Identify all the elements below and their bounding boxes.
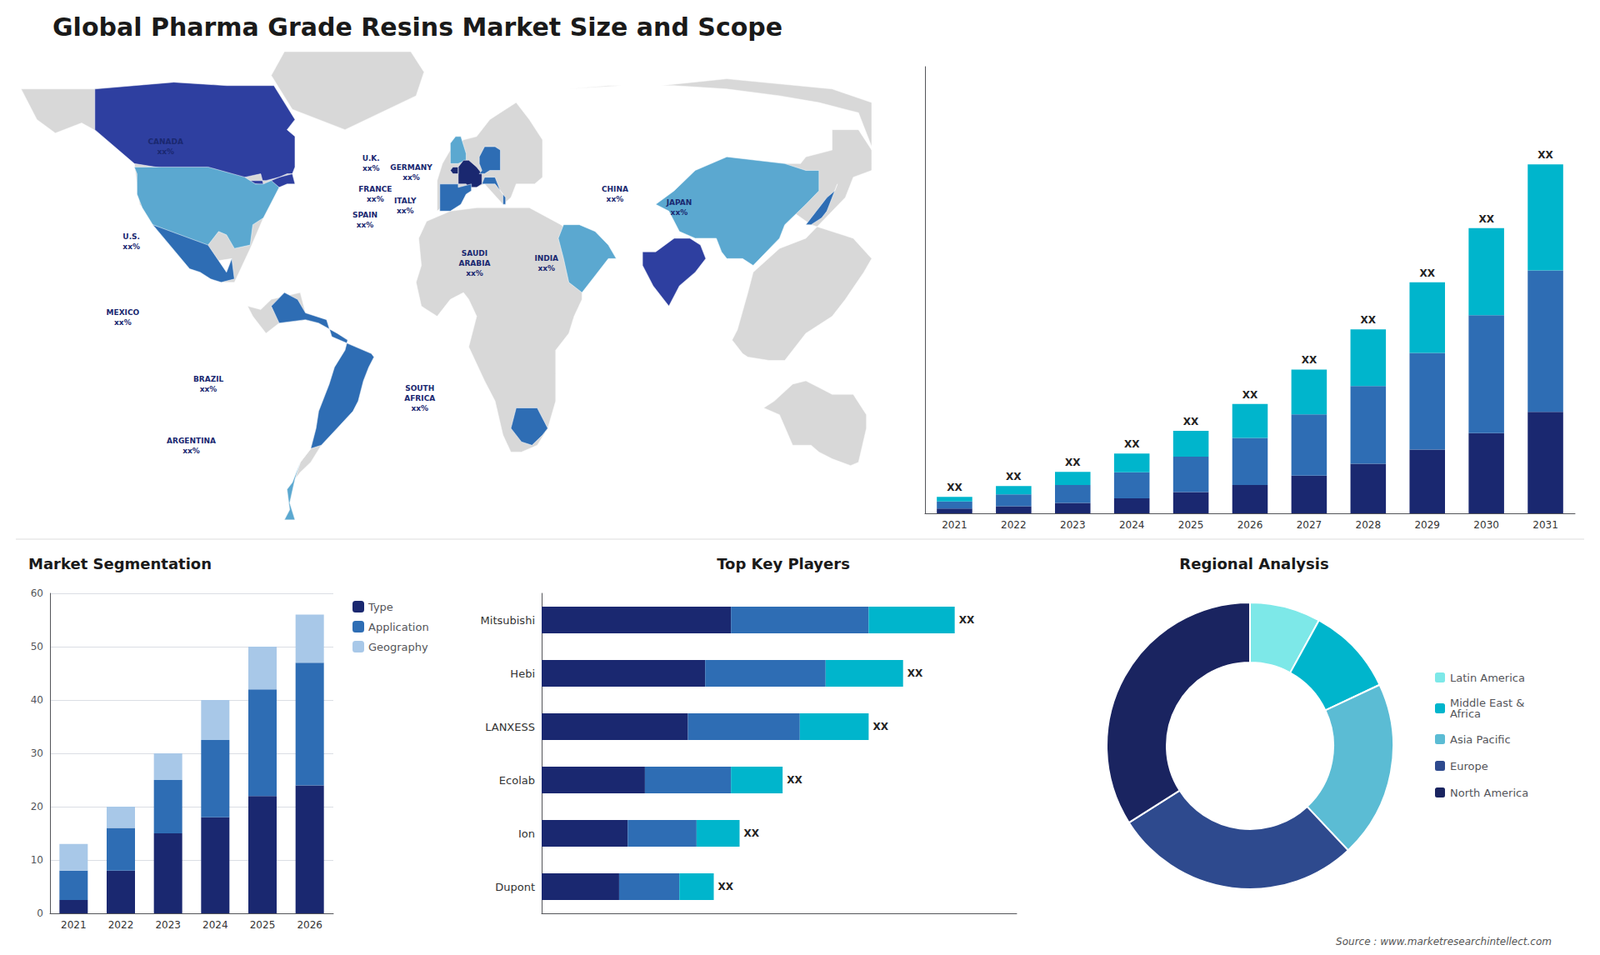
svg-text:ARGENTINA: ARGENTINA <box>166 436 216 445</box>
svg-text:XX: XX <box>786 774 803 786</box>
svg-text:xx%: xx% <box>537 264 555 273</box>
svg-text:10: 10 <box>30 854 44 866</box>
svg-text:Asia Pacific: Asia Pacific <box>1450 733 1511 746</box>
svg-text:2021: 2021 <box>60 919 87 931</box>
svg-text:MEXICO: MEXICO <box>106 308 140 317</box>
svg-text:XX: XX <box>907 667 924 680</box>
svg-text:XX: XX <box>1065 456 1081 469</box>
svg-text:xx%: xx% <box>366 195 385 204</box>
svg-text:20: 20 <box>30 800 44 813</box>
svg-text:Latin America: Latin America <box>1450 671 1525 685</box>
svg-text:xx%: xx% <box>114 318 132 327</box>
svg-text:2026: 2026 <box>1237 519 1264 531</box>
svg-text:XX: XX <box>718 880 735 893</box>
svg-text:2031: 2031 <box>1532 519 1559 531</box>
svg-text:2025: 2025 <box>250 919 276 931</box>
svg-text:2023: 2023 <box>155 919 181 931</box>
svg-text:XX: XX <box>1419 267 1435 280</box>
svg-text:ARABIA: ARABIA <box>458 259 490 268</box>
svg-text:2028: 2028 <box>1355 519 1382 531</box>
svg-text:60: 60 <box>30 587 44 600</box>
svg-text:XX: XX <box>946 481 963 494</box>
svg-text:INDIA: INDIA <box>534 254 559 263</box>
svg-text:xx%: xx% <box>606 195 625 204</box>
svg-text:Application: Application <box>368 620 430 634</box>
svg-text:SPAIN: SPAIN <box>352 210 378 220</box>
svg-text:XX: XX <box>1360 314 1377 326</box>
svg-text:Global Pharma Grade Resins Mar: Global Pharma Grade Resins Market Size a… <box>52 12 783 42</box>
svg-text:xx%: xx% <box>396 206 415 215</box>
svg-text:Type: Type <box>367 600 394 614</box>
svg-text:XX: XX <box>744 827 760 840</box>
svg-text:Top Key Players: Top Key Players <box>716 555 850 573</box>
svg-text:2024: 2024 <box>1119 519 1145 531</box>
svg-text:ITALY: ITALY <box>394 196 417 205</box>
svg-text:CHINA: CHINA <box>601 185 629 194</box>
svg-text:XX: XX <box>1537 149 1554 161</box>
svg-text:XX: XX <box>959 614 975 626</box>
svg-text:xx%: xx% <box>356 220 375 230</box>
svg-text:SOUTH: SOUTH <box>405 384 435 393</box>
svg-text:XX: XX <box>1478 213 1495 225</box>
svg-text:Africa: Africa <box>1450 707 1481 720</box>
svg-text:XX: XX <box>1183 415 1200 428</box>
svg-text:BRAZIL: BRAZIL <box>193 375 225 384</box>
svg-text:Source : www.marketresearchint: Source : www.marketresearchintellect.com <box>1335 935 1552 948</box>
svg-text:Mitsubishi: Mitsubishi <box>480 614 535 627</box>
svg-text:Regional Analysis: Regional Analysis <box>1179 555 1329 573</box>
svg-text:Geography: Geography <box>368 640 429 654</box>
svg-text:2030: 2030 <box>1473 519 1500 531</box>
svg-text:xx%: xx% <box>182 446 200 455</box>
svg-text:Market Segmentation: Market Segmentation <box>28 555 212 573</box>
svg-text:XX: XX <box>872 720 889 733</box>
svg-text:xx%: xx% <box>122 242 140 251</box>
svg-text:2025: 2025 <box>1178 519 1205 531</box>
svg-text:2023: 2023 <box>1060 519 1086 531</box>
svg-text:XX: XX <box>1005 470 1022 483</box>
svg-text:xx%: xx% <box>410 404 429 413</box>
svg-text:xx%: xx% <box>156 147 175 156</box>
svg-text:2021: 2021 <box>941 519 968 531</box>
svg-text:xx%: xx% <box>402 173 420 182</box>
svg-text:30: 30 <box>30 747 44 760</box>
svg-text:40: 40 <box>30 694 44 706</box>
svg-text:xx%: xx% <box>200 385 218 394</box>
svg-text:Middle East &: Middle East & <box>1450 696 1525 710</box>
svg-text:XX: XX <box>1124 438 1140 450</box>
svg-text:xx%: xx% <box>465 269 484 278</box>
svg-text:U.S.: U.S. <box>122 232 140 241</box>
svg-text:XX: XX <box>1242 389 1259 401</box>
svg-text:Ecolab: Ecolab <box>499 774 535 787</box>
svg-text:U.K.: U.K. <box>362 154 380 163</box>
svg-text:2026: 2026 <box>296 919 323 931</box>
svg-text:2024: 2024 <box>202 919 229 931</box>
svg-text:Europe: Europe <box>1450 760 1489 773</box>
svg-text:Dupont: Dupont <box>495 880 535 894</box>
svg-text:0: 0 <box>36 907 44 920</box>
svg-text:50: 50 <box>30 640 44 653</box>
svg-text:XX: XX <box>1301 354 1318 366</box>
svg-text:LANXESS: LANXESS <box>485 720 535 734</box>
svg-text:CANADA: CANADA <box>147 137 184 146</box>
svg-text:SAUDI: SAUDI <box>461 249 488 258</box>
svg-text:Ion: Ion <box>518 827 535 840</box>
svg-text:xx%: xx% <box>670 208 689 217</box>
svg-text:JAPAN: JAPAN <box>665 198 693 207</box>
svg-text:North America: North America <box>1450 786 1529 800</box>
svg-text:AFRICA: AFRICA <box>404 394 435 403</box>
svg-text:GERMANY: GERMANY <box>390 163 433 172</box>
svg-text:xx%: xx% <box>362 164 380 173</box>
svg-text:FRANCE: FRANCE <box>358 185 392 194</box>
svg-text:Hebi: Hebi <box>510 667 535 680</box>
svg-text:2022: 2022 <box>1000 519 1027 531</box>
svg-text:2027: 2027 <box>1296 519 1323 531</box>
svg-text:2029: 2029 <box>1414 519 1440 531</box>
svg-text:2022: 2022 <box>108 919 135 931</box>
